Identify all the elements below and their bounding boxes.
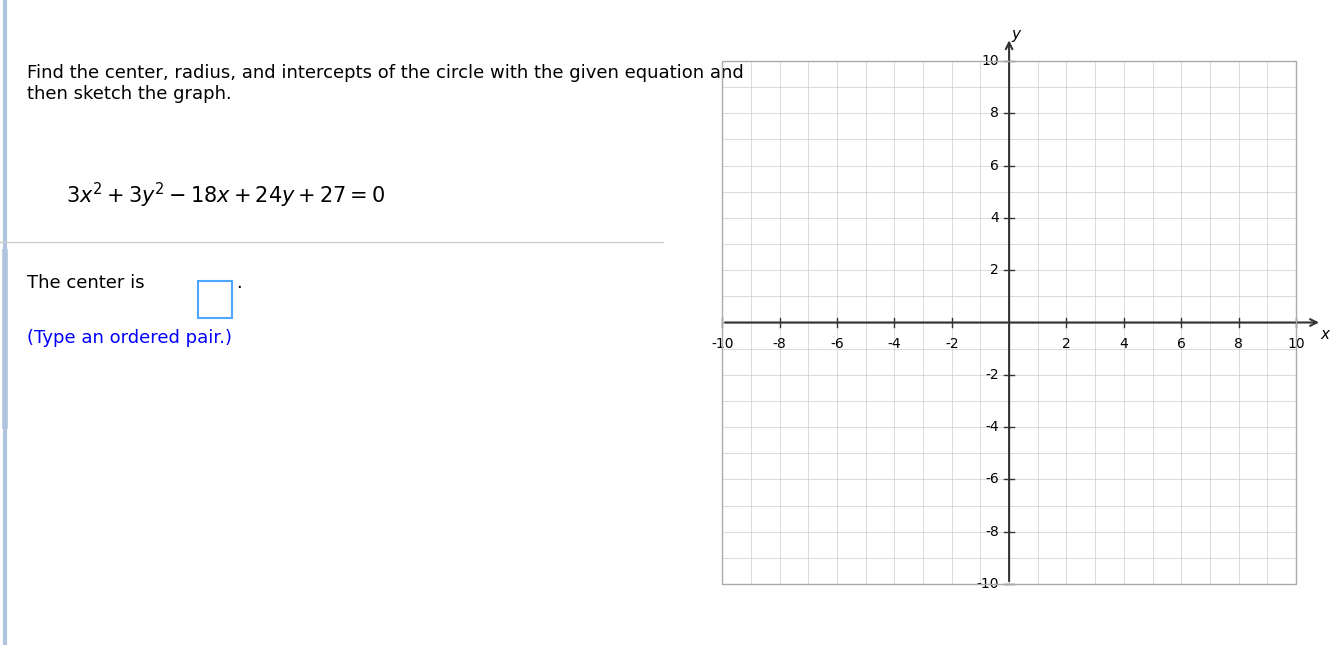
Text: 2: 2 <box>1062 337 1071 351</box>
Text: (Type an ordered pair.): (Type an ordered pair.) <box>27 329 232 347</box>
Text: $3x^2 + 3y^2 - 18x + 24y + 27 = 0$: $3x^2 + 3y^2 - 18x + 24y + 27 = 0$ <box>66 181 386 210</box>
Text: -4: -4 <box>888 337 901 351</box>
Text: The center is: The center is <box>27 274 145 292</box>
Text: 2: 2 <box>990 263 999 277</box>
Text: -10: -10 <box>976 577 999 591</box>
FancyBboxPatch shape <box>198 281 232 318</box>
Text: -2: -2 <box>986 368 999 382</box>
Text: 6: 6 <box>1177 337 1185 351</box>
Text: 10: 10 <box>1287 337 1305 351</box>
Text: -8: -8 <box>772 337 786 351</box>
Text: -2: -2 <box>945 337 959 351</box>
Text: 6: 6 <box>990 159 999 173</box>
Text: -10: -10 <box>711 337 734 351</box>
Text: -6: -6 <box>986 472 999 486</box>
Text: 10: 10 <box>982 54 999 68</box>
Text: 8: 8 <box>990 106 999 121</box>
Text: -6: -6 <box>830 337 843 351</box>
Text: Find the center, radius, and intercepts of the circle with the given equation an: Find the center, radius, and intercepts … <box>27 64 743 103</box>
Text: 4: 4 <box>990 211 999 225</box>
Text: 4: 4 <box>1120 337 1128 351</box>
Text: -8: -8 <box>986 524 999 539</box>
Text: y: y <box>1011 27 1021 43</box>
Text: -4: -4 <box>986 420 999 434</box>
Text: .: . <box>236 274 241 292</box>
Text: 8: 8 <box>1234 337 1243 351</box>
Text: x: x <box>1321 327 1329 342</box>
